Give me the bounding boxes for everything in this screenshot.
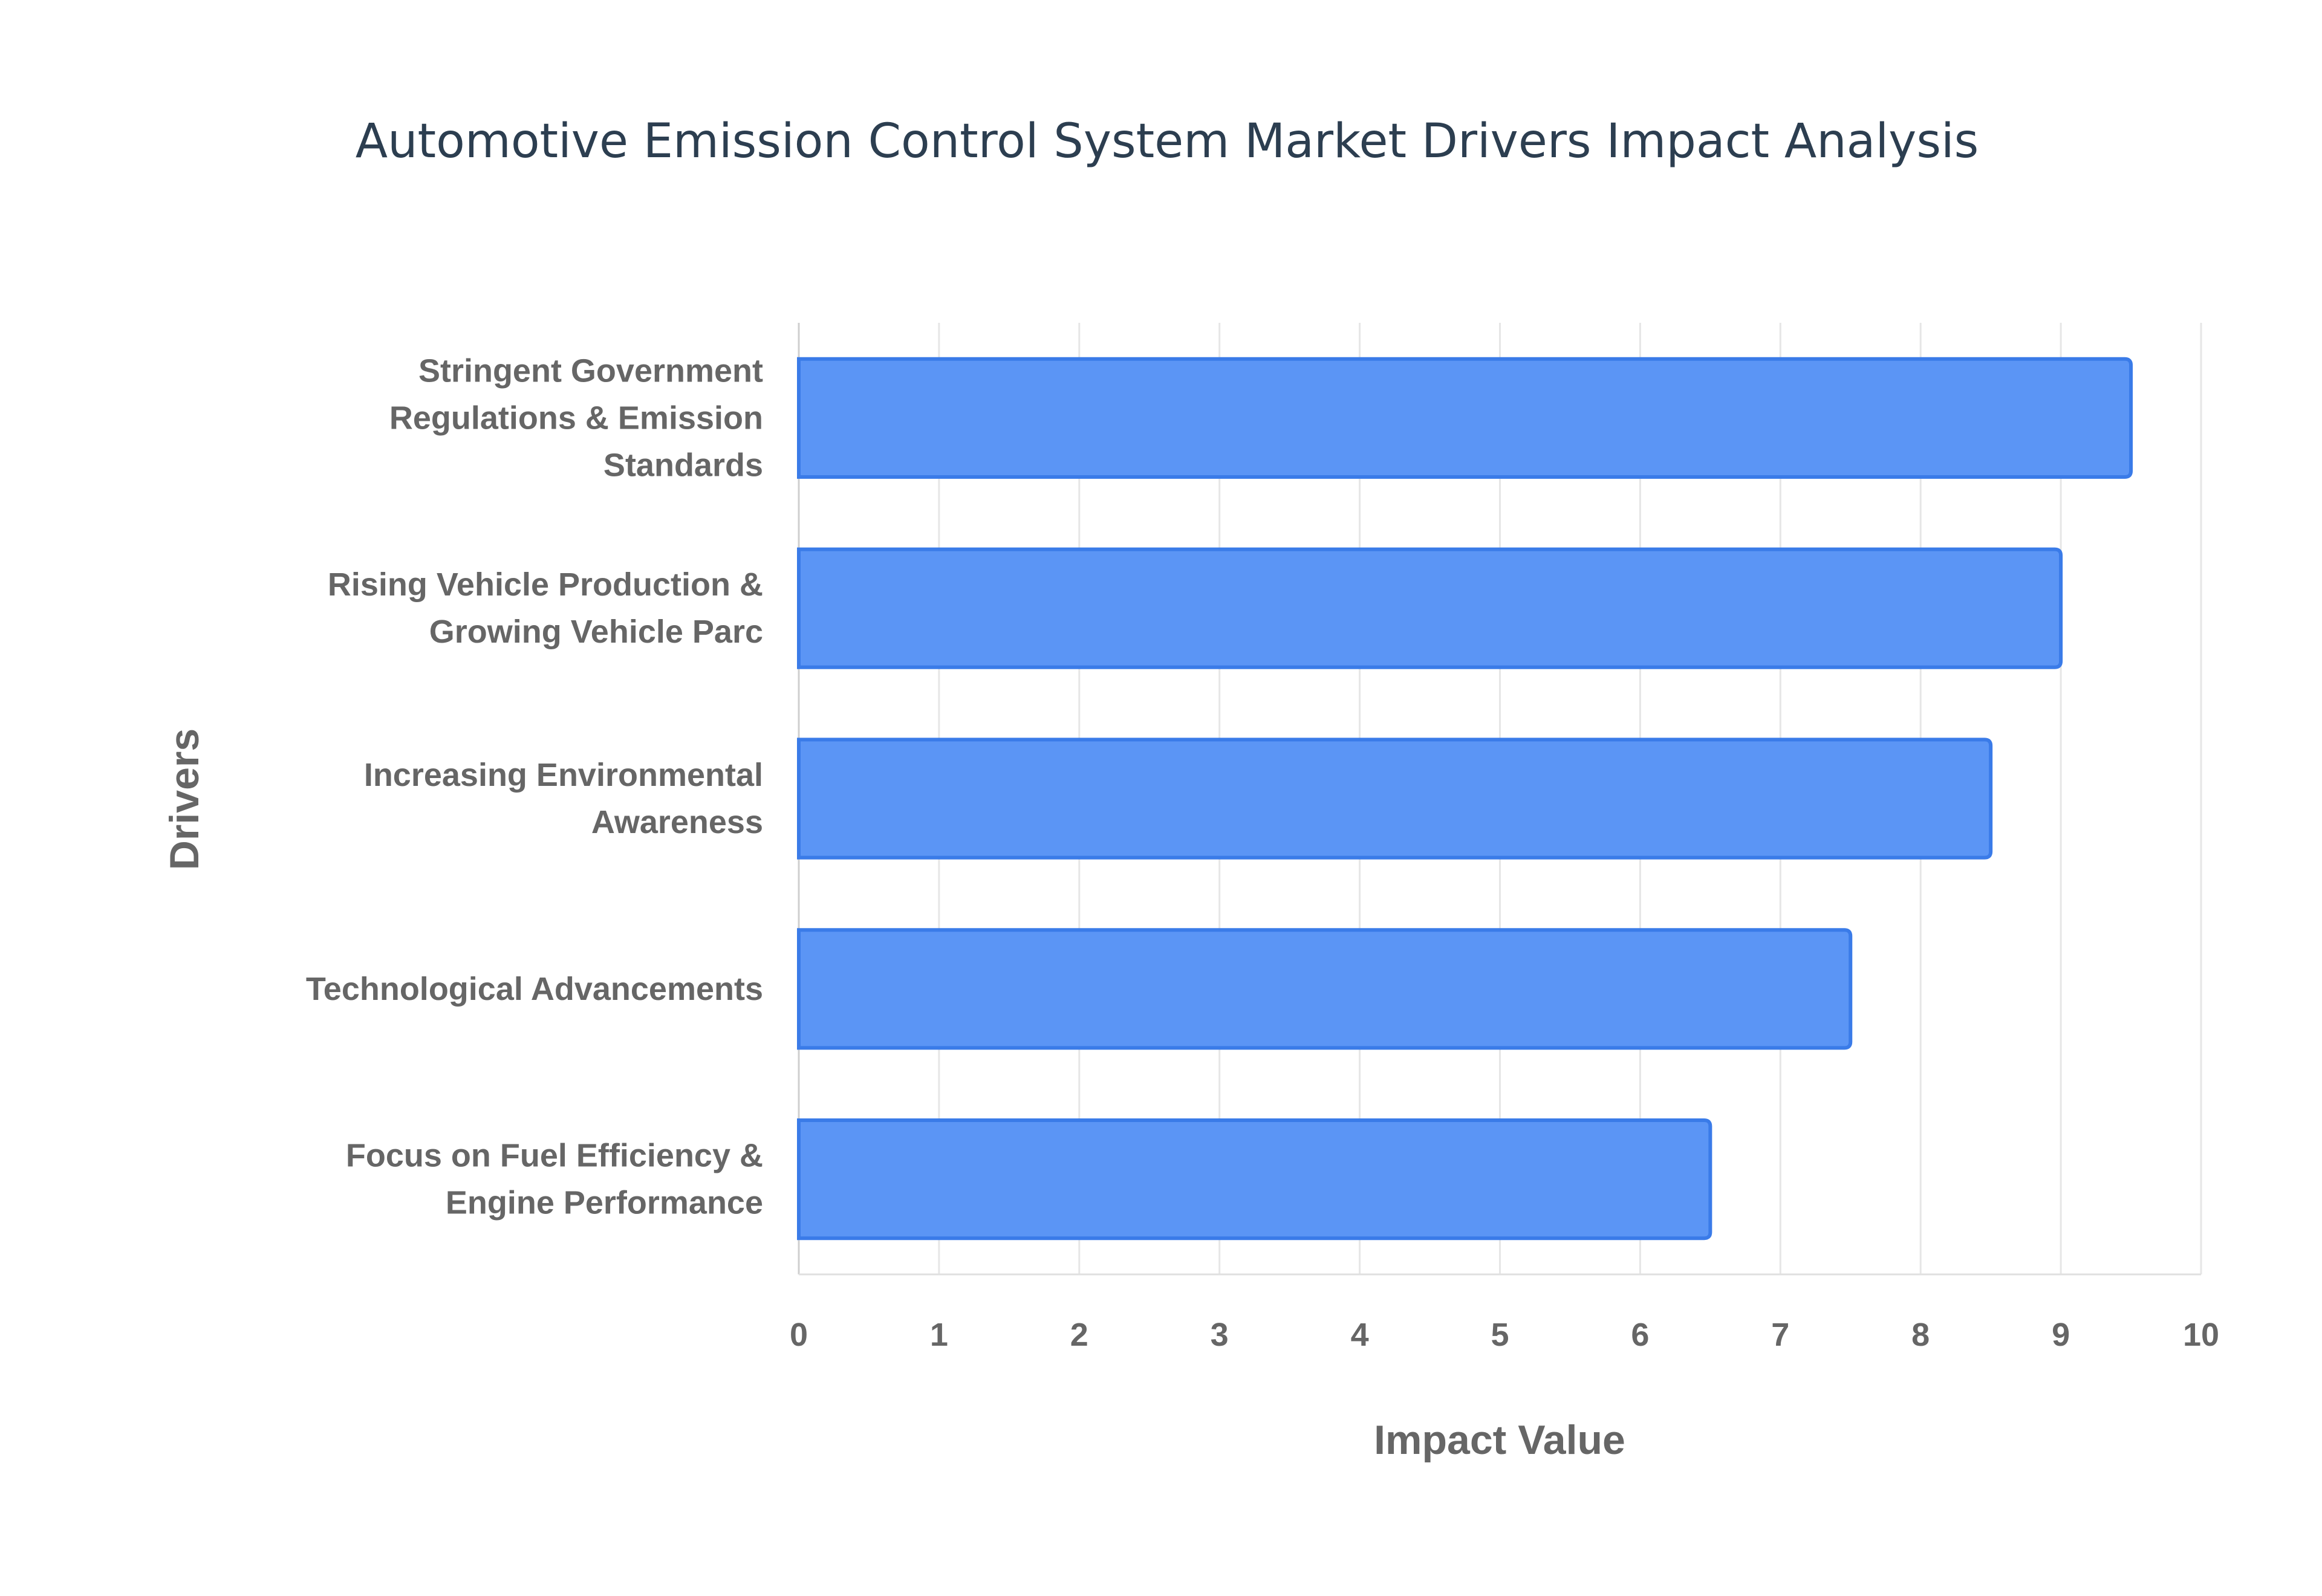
category-label: Stringent Government Regulations & Emissi…	[389, 352, 763, 483]
bar[interactable]	[797, 547, 2063, 669]
x-tick-label: 6	[1631, 1317, 1649, 1353]
category-label-line: Technological Advancements	[306, 971, 763, 1007]
y-category-labels: Stringent Government Regulations & Emissi…	[306, 352, 763, 1221]
x-tick-labels: 0 1 2 3 4 5 6 7 8 9 10	[790, 1317, 2219, 1353]
category-label: Technological Advancements	[306, 971, 763, 1007]
category-label-line: Increasing Environmental	[364, 757, 763, 793]
x-axis-title: Impact Value	[1374, 1417, 1625, 1463]
x-tick-label: 2	[1070, 1317, 1088, 1353]
bar[interactable]	[797, 1118, 1712, 1241]
bar[interactable]	[797, 928, 1853, 1050]
x-tick-label: 4	[1351, 1317, 1369, 1353]
x-tick-label: 3	[1211, 1317, 1229, 1353]
bars	[797, 357, 2133, 1241]
category-label-line: Stringent Government	[418, 352, 763, 389]
x-tick-label: 1	[930, 1317, 948, 1353]
category-label-line: Rising Vehicle Production &	[328, 566, 763, 603]
x-tick-label: 7	[1771, 1317, 1789, 1353]
bar[interactable]	[797, 357, 2133, 479]
x-tick-label: 0	[790, 1317, 808, 1353]
category-label-line: Growing Vehicle Parc	[429, 614, 763, 650]
category-label: Rising Vehicle Production & Growing Vehic…	[328, 566, 763, 650]
bar[interactable]	[797, 738, 1993, 860]
category-label: Focus on Fuel Efficiency & Engine Perform…	[346, 1138, 763, 1221]
category-label-line: Regulations & Emission	[389, 400, 763, 436]
x-tick-label: 5	[1491, 1317, 1509, 1353]
category-label-line: Engine Performance	[446, 1185, 763, 1221]
x-tick-label: 10	[2183, 1317, 2219, 1353]
x-tick-label: 9	[2052, 1317, 2070, 1353]
chart-title: Automotive Emission Control System Marke…	[356, 114, 1979, 169]
category-label: Increasing Environmental Awareness	[364, 757, 763, 840]
y-axis-title: Drivers	[161, 728, 207, 870]
category-label-line: Awareness	[591, 804, 763, 840]
x-tick-label: 8	[1911, 1317, 1930, 1353]
category-label-line: Standards	[603, 447, 763, 483]
category-label-line: Focus on Fuel Efficiency &	[346, 1138, 763, 1174]
